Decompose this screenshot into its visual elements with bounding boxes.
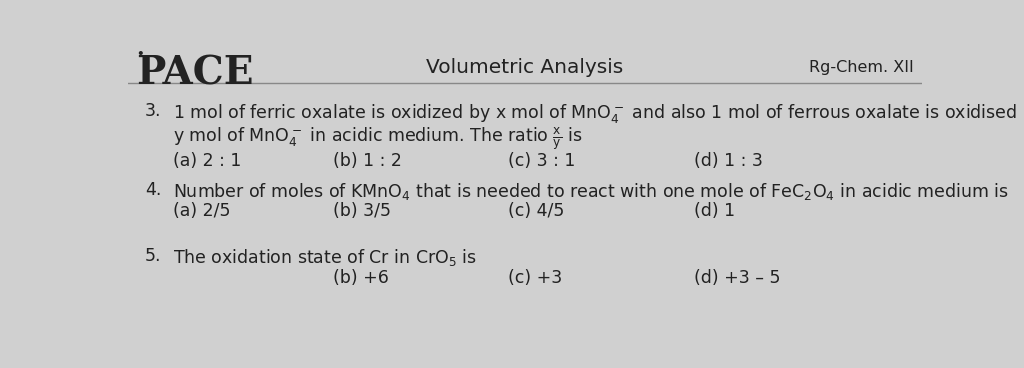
Text: 5.: 5. [145, 247, 162, 265]
Text: ·: · [136, 44, 143, 66]
Text: (c) 3 : 1: (c) 3 : 1 [508, 152, 575, 170]
Text: (c) +3: (c) +3 [508, 269, 562, 287]
Text: (d) +3 – 5: (d) +3 – 5 [693, 269, 780, 287]
Text: (b) 1 : 2: (b) 1 : 2 [334, 152, 402, 170]
Text: 3.: 3. [145, 102, 162, 120]
Text: (c) 4/5: (c) 4/5 [508, 202, 564, 220]
Text: (d) 1: (d) 1 [693, 202, 735, 220]
Text: 4.: 4. [145, 181, 162, 199]
Text: (b) +6: (b) +6 [334, 269, 389, 287]
Text: (b) 3/5: (b) 3/5 [334, 202, 391, 220]
Text: (a) 2/5: (a) 2/5 [173, 202, 230, 220]
Text: PACE: PACE [136, 54, 253, 92]
Text: y mol of $\mathregular{MnO_4^-}$ in acidic medium. The ratio $\mathregular{\frac: y mol of $\mathregular{MnO_4^-}$ in acid… [173, 125, 583, 152]
Text: (d) 1 : 3: (d) 1 : 3 [693, 152, 763, 170]
Text: (a) 2 : 1: (a) 2 : 1 [173, 152, 242, 170]
Text: Volumetric Analysis: Volumetric Analysis [426, 58, 624, 77]
Text: Number of moles of $\mathregular{KMnO_4}$ that is needed to react with one mole : Number of moles of $\mathregular{KMnO_4}… [173, 181, 1009, 202]
Text: Rg-Chem. XII: Rg-Chem. XII [809, 60, 913, 75]
Text: The oxidation state of Cr in $\mathregular{CrO_5}$ is: The oxidation state of Cr in $\mathregul… [173, 247, 477, 268]
Text: 1 mol of ferric oxalate is oxidized by x mol of $\mathregular{MnO_4^-}$ and also: 1 mol of ferric oxalate is oxidized by x… [173, 102, 1024, 125]
